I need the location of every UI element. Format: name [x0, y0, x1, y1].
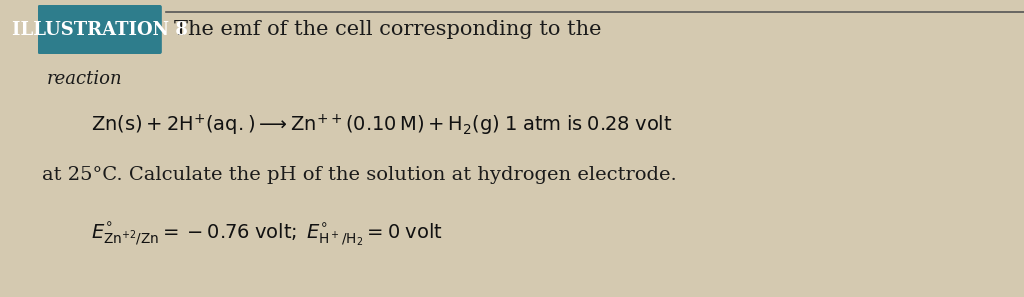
Text: The emf of the cell corresponding to the: The emf of the cell corresponding to the — [174, 20, 602, 39]
Text: $\mathrm{Zn(s) + 2H^{+}(aq.) \longrightarrow Zn^{++}(0.10\,M) + H_2(g)\;1\;atm\;: $\mathrm{Zn(s) + 2H^{+}(aq.) \longrighta… — [90, 112, 672, 138]
Text: reaction: reaction — [47, 70, 123, 88]
Text: at 25°C. Calculate the pH of the solution at hydrogen electrode.: at 25°C. Calculate the pH of the solutio… — [42, 166, 677, 184]
Text: $E^{\circ}_{\mathrm{Zn^{+2}/Zn}} = -0.76\;\mathrm{volt};\;E^{\circ}_{\mathrm{H^+: $E^{\circ}_{\mathrm{Zn^{+2}/Zn}} = -0.76… — [90, 221, 442, 249]
Text: ILLUSTRATION 8: ILLUSTRATION 8 — [12, 20, 188, 39]
FancyBboxPatch shape — [38, 5, 162, 54]
